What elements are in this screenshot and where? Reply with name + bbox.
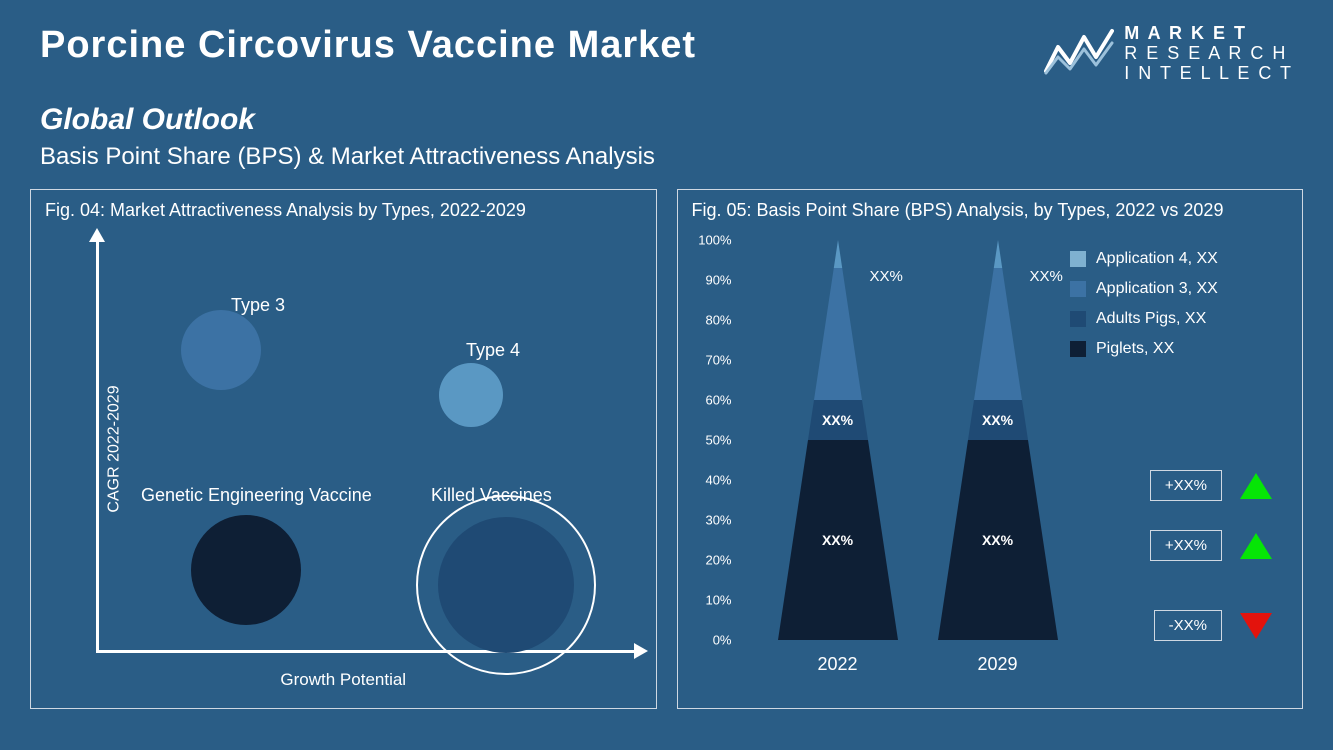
cone-chart-area: 100%90%80%70%60%50%40%30%20%10%0%XX%XX%2…: [738, 240, 1068, 670]
cone: XX%XX%2022XX%: [778, 240, 898, 640]
logo-text: M A R K E T R E S E A R C H I N T E L L …: [1124, 24, 1293, 83]
legend-swatch: [1070, 341, 1086, 357]
bubble-label: Type 3: [231, 295, 285, 316]
cone-segment: [938, 268, 1058, 400]
arrow-up-icon: [1240, 533, 1272, 559]
y-tick-label: 40%: [690, 473, 732, 488]
y-tick-label: 30%: [690, 513, 732, 528]
cone-segment: [938, 240, 1058, 268]
cone-segment: [778, 268, 898, 400]
y-tick-label: 20%: [690, 553, 732, 568]
y-tick-label: 70%: [690, 353, 732, 368]
section-header: Global Outlook Basis Point Share (BPS) &…: [0, 93, 1333, 179]
legend: Application 4, XX Application 3, XX Adults…: [1070, 250, 1290, 370]
cone: XX%XX%2029XX%: [938, 240, 1058, 640]
delta-value: -XX%: [1154, 610, 1222, 641]
segment-label: XX%: [982, 532, 1013, 548]
fig04-title: Fig. 04: Market Attractiveness Analysis …: [31, 190, 656, 231]
y-axis: [96, 240, 99, 653]
y-tick-label: 80%: [690, 313, 732, 328]
subtitle: Basis Point Share (BPS) & Market Attract…: [40, 143, 1293, 171]
bubble-label: Genetic Engineering Vaccine: [141, 485, 372, 506]
segment-label: XX%: [822, 532, 853, 548]
legend-swatch: [1070, 311, 1086, 327]
panels-row: Fig. 04: Market Attractiveness Analysis …: [0, 179, 1333, 729]
legend-swatch: [1070, 281, 1086, 297]
x-axis-label: Growth Potential: [280, 670, 406, 690]
y-tick-label: 100%: [690, 233, 732, 248]
segment-label: XX%: [982, 412, 1013, 428]
arrow-up-icon: [1240, 473, 1272, 499]
delta-indicator: +XX%: [1150, 470, 1272, 501]
delta-indicator: +XX%: [1150, 530, 1272, 561]
legend-label: Piglets, XX: [1096, 340, 1174, 358]
bubble-label: Killed Vaccines: [431, 485, 552, 506]
page-title: Porcine Circovirus Vaccine Market: [40, 24, 696, 67]
legend-item: Adults Pigs, XX: [1070, 310, 1290, 328]
attractiveness-panel: Fig. 04: Market Attractiveness Analysis …: [30, 189, 657, 709]
delta-indicator: -XX%: [1154, 610, 1272, 641]
legend-item: Application 4, XX: [1070, 250, 1290, 268]
cone-category-label: 2022: [778, 654, 898, 675]
delta-value: +XX%: [1150, 530, 1222, 561]
legend-item: Piglets, XX: [1070, 340, 1290, 358]
segment-label: XX%: [822, 412, 853, 428]
outlook-title: Global Outlook: [40, 103, 1293, 137]
y-tick-label: 50%: [690, 433, 732, 448]
cone-category-label: 2029: [938, 654, 1058, 675]
y-tick-label: 10%: [690, 593, 732, 608]
cone-segment: [778, 240, 898, 268]
logo-icon: [1044, 27, 1114, 80]
legend-label: Application 3, XX: [1096, 280, 1218, 298]
legend-item: Application 3, XX: [1070, 280, 1290, 298]
y-tick-label: 0%: [690, 633, 732, 648]
y-tick-label: 90%: [690, 273, 732, 288]
arrow-down-icon: [1240, 613, 1272, 639]
logo: M A R K E T R E S E A R C H I N T E L L …: [1044, 24, 1293, 83]
bubble: [438, 517, 574, 653]
cone-top-label: XX%: [870, 268, 903, 285]
scatter-area: Type 3 Type 4 Genetic Engineering Vaccine K…: [101, 240, 636, 648]
legend-swatch: [1070, 251, 1086, 267]
legend-label: Application 4, XX: [1096, 250, 1218, 268]
y-tick-label: 60%: [690, 393, 732, 408]
bubble: [191, 515, 301, 625]
bps-panel: Fig. 05: Basis Point Share (BPS) Analysi…: [677, 189, 1304, 709]
fig05-title: Fig. 05: Basis Point Share (BPS) Analysi…: [678, 190, 1303, 231]
delta-value: +XX%: [1150, 470, 1222, 501]
bubble: [439, 363, 503, 427]
bubble-label: Type 4: [466, 340, 520, 361]
header: Porcine Circovirus Vaccine Market M A R …: [0, 0, 1333, 93]
cone-top-label: XX%: [1030, 268, 1063, 285]
legend-label: Adults Pigs, XX: [1096, 310, 1206, 328]
bubble: [181, 310, 261, 390]
